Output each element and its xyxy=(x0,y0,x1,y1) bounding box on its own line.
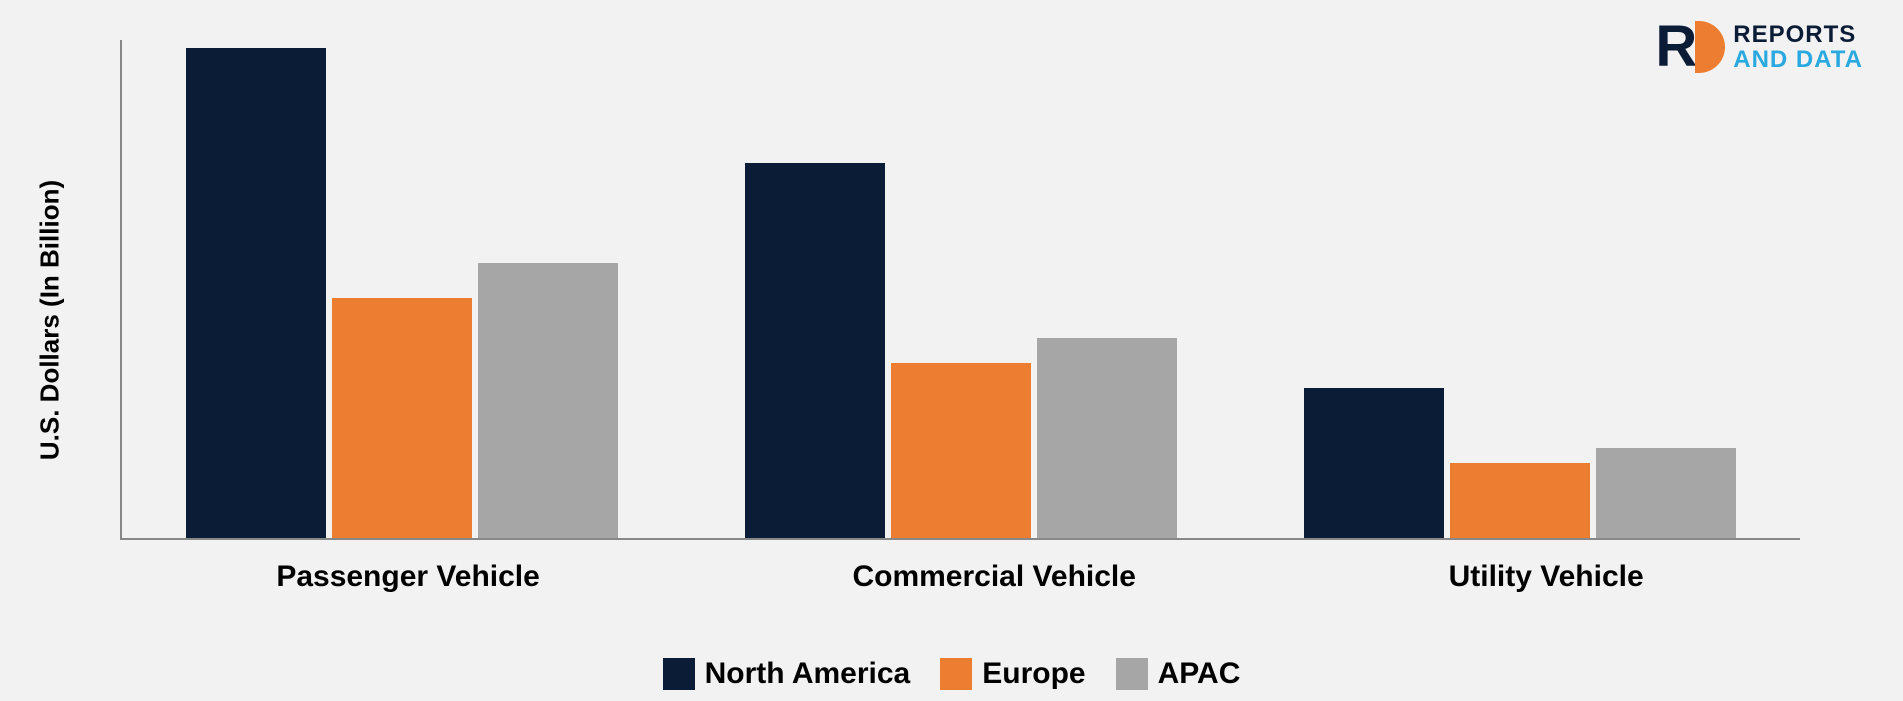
x-axis-label: Commercial Vehicle xyxy=(852,560,1135,594)
legend-label: Europe xyxy=(982,657,1085,691)
legend-item: APAC xyxy=(1116,657,1241,691)
bar xyxy=(1596,448,1736,538)
legend-swatch xyxy=(1116,658,1148,690)
bar xyxy=(891,363,1031,538)
bar xyxy=(1037,338,1177,538)
bar-groups xyxy=(122,40,1800,538)
bar-group xyxy=(1304,388,1736,538)
x-axis-labels: Passenger Vehicle Commercial Vehicle Utili… xyxy=(120,550,1800,600)
bar xyxy=(1304,388,1444,538)
legend-label: North America xyxy=(705,657,911,691)
bar-group xyxy=(745,163,1177,538)
x-axis-label: Passenger Vehicle xyxy=(276,560,540,594)
chart-container: U.S. Dollars (In Billion) Passenger Vehi… xyxy=(60,40,1840,600)
legend-item: Europe xyxy=(940,657,1085,691)
bar-group xyxy=(186,48,618,538)
plot-area xyxy=(120,40,1800,540)
bar xyxy=(332,298,472,538)
legend-swatch xyxy=(663,658,695,690)
legend: North America Europe APAC xyxy=(0,657,1903,691)
bar xyxy=(186,48,326,538)
legend-swatch xyxy=(940,658,972,690)
legend-item: North America xyxy=(663,657,911,691)
bar xyxy=(745,163,885,538)
bar xyxy=(478,263,618,538)
bar xyxy=(1450,463,1590,538)
x-axis-label: Utility Vehicle xyxy=(1449,560,1644,594)
legend-label: APAC xyxy=(1158,657,1241,691)
y-axis-label: U.S. Dollars (In Billion) xyxy=(35,180,66,460)
